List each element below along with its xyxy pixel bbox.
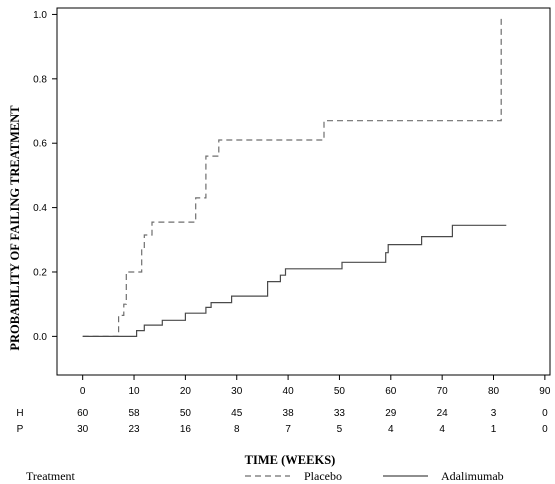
risk-count: 29	[385, 408, 397, 419]
x-axis-label: TIME (WEEKS)	[245, 453, 336, 467]
risk-row-label: H	[16, 408, 23, 419]
x-tick-label: 0	[80, 386, 86, 397]
risk-count: 4	[388, 424, 394, 435]
risk-count: 24	[437, 408, 449, 419]
x-tick-label: 80	[488, 386, 500, 397]
risk-count: 4	[439, 424, 445, 435]
y-tick-label: 0.4	[33, 203, 47, 214]
y-tick-label: 1.0	[33, 10, 47, 21]
x-tick-label: 30	[231, 386, 243, 397]
risk-count: 38	[283, 408, 295, 419]
x-tick-label: 60	[385, 386, 397, 397]
risk-count: 3	[491, 408, 497, 419]
y-axis-label: PROBABILITY OF FAILING TREATMENT	[8, 105, 22, 351]
x-tick-label: 40	[283, 386, 295, 397]
risk-count: 5	[337, 424, 343, 435]
series-line-adalimumab	[82, 224, 507, 337]
risk-count: 33	[334, 408, 346, 419]
risk-count: 30	[77, 424, 89, 435]
x-tick-label: 90	[539, 386, 551, 397]
risk-count: 0	[542, 408, 548, 419]
risk-count: 60	[77, 408, 89, 419]
risk-count: 23	[128, 424, 140, 435]
risk-count: 58	[128, 408, 140, 419]
x-tick-label: 20	[180, 386, 192, 397]
risk-count: 0	[542, 424, 548, 435]
risk-count: 1	[491, 424, 497, 435]
risk-count: 16	[180, 424, 192, 435]
legend-placebo-label: Placebo	[304, 469, 342, 483]
risk-count: 50	[180, 408, 192, 419]
series-line-placebo	[82, 17, 502, 337]
risk-count: 45	[231, 408, 243, 419]
risk-row-label: P	[17, 424, 24, 435]
x-tick-label: 50	[334, 386, 346, 397]
legend-title: Treatment	[26, 469, 76, 483]
plot-frame	[56, 7, 551, 376]
risk-count: 8	[234, 424, 240, 435]
y-tick-label: 0.8	[33, 74, 47, 85]
risk-count: 7	[285, 424, 291, 435]
y-tick-label: 0.2	[33, 267, 47, 278]
x-tick-label: 70	[437, 386, 449, 397]
y-tick-label: 0.0	[33, 332, 47, 343]
y-tick-label: 0.6	[33, 139, 47, 150]
legend-adalimumab-label: Adalimumab	[441, 469, 504, 483]
x-tick-label: 10	[128, 386, 140, 397]
